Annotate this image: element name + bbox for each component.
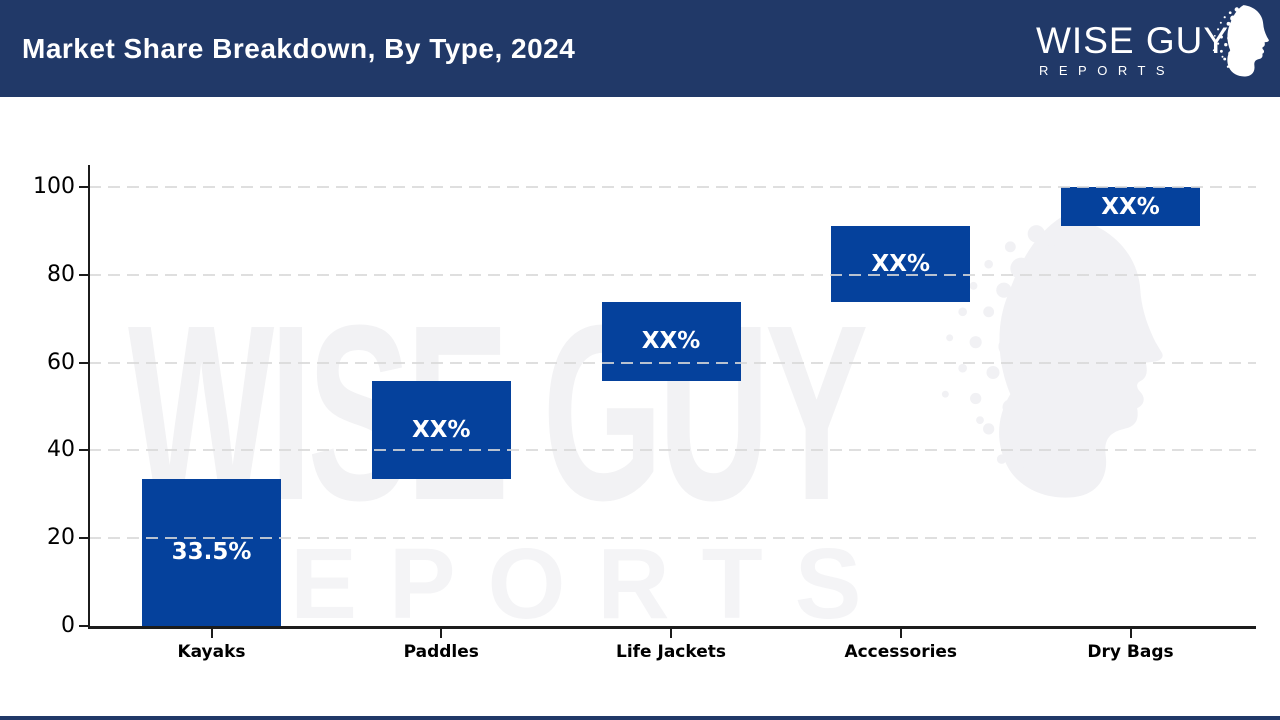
header-banner: Market Share Breakdown, By Type, 2024 WI… (0, 0, 1280, 97)
gridline-60 (89, 361, 1256, 364)
brand-face-icon (1212, 5, 1269, 77)
brand-logo-text: WISE GUY REPORTS (1036, 22, 1229, 78)
gridline-80 (89, 273, 1256, 276)
bar-value-label: XX% (1101, 193, 1160, 220)
x-tick-dry-bags (1129, 629, 1132, 638)
y-tick-100 (79, 186, 88, 188)
y-tick-80 (79, 273, 88, 276)
bar-life-jackets: XX% (601, 301, 741, 381)
y-tick-40 (79, 449, 88, 452)
y-tick-0 (79, 625, 88, 627)
chart-title: Market Share Breakdown, By Type, 2024 (22, 32, 576, 64)
brand-logo: WISE GUY REPORTS (1024, 4, 1274, 94)
bar-dry-bags: XX% (1061, 187, 1200, 227)
watermark-text-reports: REPORTS (186, 528, 894, 640)
bar-value-label: XX% (871, 250, 930, 277)
bar-value-label: XX% (411, 416, 471, 443)
x-category-label: Life Jackets (615, 642, 726, 662)
x-category-label: Accessories (844, 642, 958, 662)
watermark-face-icon (941, 216, 1163, 498)
y-tick-label-40: 40 (47, 437, 75, 463)
y-tick-label-60: 60 (47, 349, 75, 375)
gridline-100 (89, 186, 1256, 188)
x-tick-kayaks (210, 629, 213, 638)
y-tick-label-0: 0 (61, 613, 75, 638)
bar-paddles: XX% (371, 380, 511, 479)
brand-subtitle: REPORTS (1039, 63, 1176, 78)
chart-plot-area: 33.5% XX% XX% XX% XX% 0 20 40 60 80 100 Kayaks Paddl… (0, 97, 1280, 716)
y-tick-60 (79, 361, 88, 364)
y-tick-20 (79, 537, 88, 540)
x-tick-life-jackets (670, 629, 672, 638)
gridline-20 (89, 537, 1256, 540)
gridline-40 (89, 449, 1256, 452)
y-tick-label-20: 20 (47, 525, 75, 551)
y-tick-label-80: 80 (47, 261, 75, 287)
footer-accent-bar (0, 716, 1280, 720)
x-category-label: Kayaks (177, 642, 246, 662)
bar-kayaks: 33.5% (142, 478, 281, 626)
x-category-label: Dry Bags (1087, 642, 1174, 662)
bar-value-label: 33.5% (171, 539, 252, 566)
x-tick-paddles (440, 629, 443, 638)
y-axis-line (88, 165, 90, 629)
x-category-label: Paddles (403, 642, 479, 662)
y-tick-label-100: 100 (33, 174, 75, 199)
x-axis-line (88, 626, 1256, 629)
brand-name: WISE GUY (1036, 20, 1230, 61)
bar-accessories: XX% (831, 226, 971, 302)
x-tick-accessories (899, 629, 902, 638)
bar-value-label: XX% (641, 328, 701, 355)
